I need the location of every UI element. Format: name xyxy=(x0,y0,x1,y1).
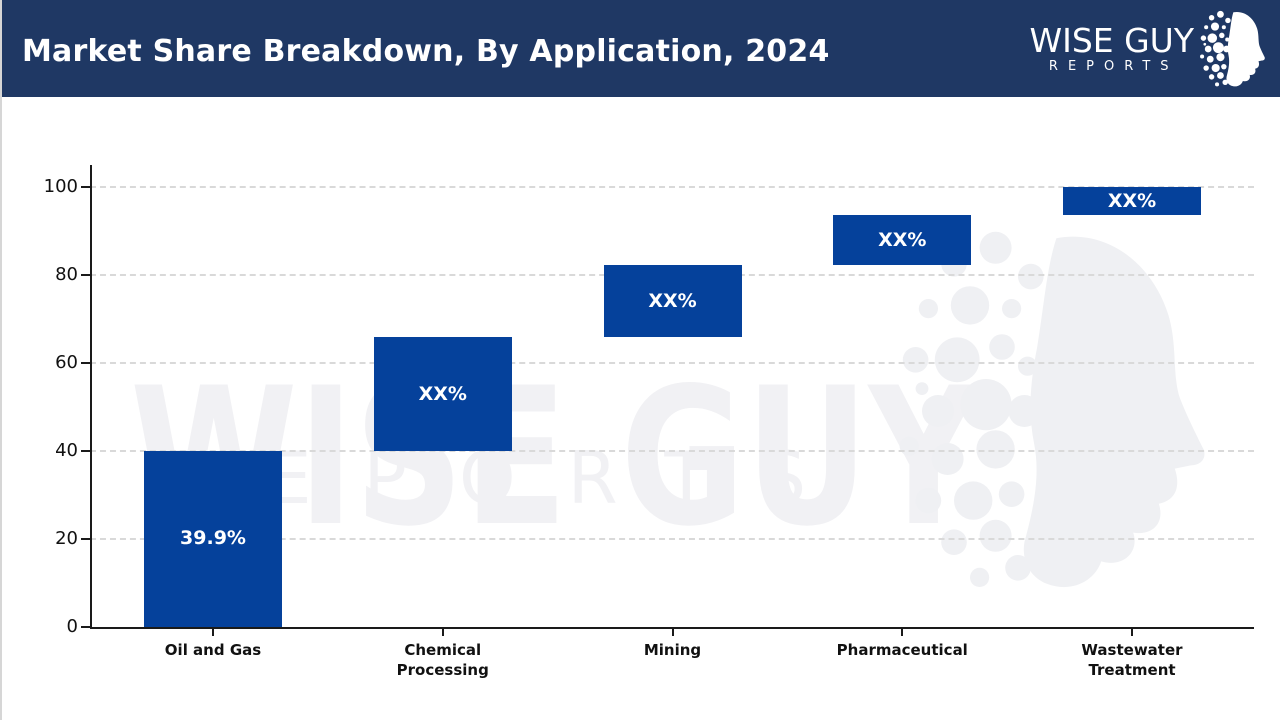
bar-value-label: XX% xyxy=(878,228,927,251)
bar-value-label: 39.9% xyxy=(180,527,246,550)
y-axis-tick-label: 40 xyxy=(55,439,78,461)
y-axis-tick-label: 60 xyxy=(55,351,78,373)
logo-wordmark-sub: REPORTS xyxy=(1048,59,1179,74)
gridline-100 xyxy=(90,185,1254,188)
y-tick-mark xyxy=(81,185,90,188)
x-axis-spine xyxy=(90,627,1254,629)
bar-value-label: XX% xyxy=(648,289,697,312)
page-title: Market Share Breakdown, By Application, … xyxy=(22,34,830,69)
header: Market Share Breakdown, By Application, … xyxy=(2,0,1280,97)
y-tick-mark xyxy=(81,273,90,276)
logo-wordmark-main: WISE GUY xyxy=(1029,21,1194,60)
x-tick-mark xyxy=(901,629,904,636)
y-tick-mark xyxy=(81,449,90,452)
bar-wastewater-treatment xyxy=(1063,186,1201,215)
logo-wordmark: WISE GUY REPORTS xyxy=(1029,24,1194,73)
gridline-40 xyxy=(90,449,1254,452)
y-tick-mark xyxy=(81,537,90,540)
y-axis-spine xyxy=(90,165,92,629)
x-axis-category-label: Chemical Processing xyxy=(396,641,489,680)
gridline-20 xyxy=(90,537,1254,540)
x-axis-category-label: Wastewater Treatment xyxy=(1081,641,1183,680)
bar-pharmaceutical xyxy=(833,214,972,265)
bar-value-label: XX% xyxy=(418,383,467,406)
chart-area: WISE GUY REPORTS 0 20 40 60 80 100 39.9% Oil an… xyxy=(2,97,1280,720)
y-axis-tick-label: 80 xyxy=(55,263,78,285)
y-axis-tick-label: 100 xyxy=(43,175,78,197)
x-axis-category-label: Mining xyxy=(643,641,702,659)
x-tick-mark xyxy=(441,629,444,636)
y-tick-mark xyxy=(81,361,90,364)
watermark-head-icon xyxy=(899,231,1205,588)
logo: WISE GUY REPORTS xyxy=(1029,8,1268,90)
bar-chemical-processing xyxy=(373,337,512,452)
y-axis-tick-label: 0 xyxy=(66,616,78,637)
bar-oil-and-gas xyxy=(144,451,282,627)
y-axis-tick-label: 20 xyxy=(55,527,78,549)
x-tick-mark xyxy=(212,629,214,636)
gridline-60 xyxy=(90,361,1254,364)
x-tick-mark xyxy=(671,629,674,636)
bar-value-label: XX% xyxy=(1107,189,1157,212)
logo-head-icon xyxy=(1200,10,1265,86)
x-tick-mark xyxy=(1131,629,1133,636)
y-tick-mark xyxy=(81,626,90,628)
x-axis-category-label: Oil and Gas xyxy=(164,641,262,659)
bar-mining xyxy=(603,264,742,338)
x-axis-category-label: Pharmaceutical xyxy=(836,641,968,659)
